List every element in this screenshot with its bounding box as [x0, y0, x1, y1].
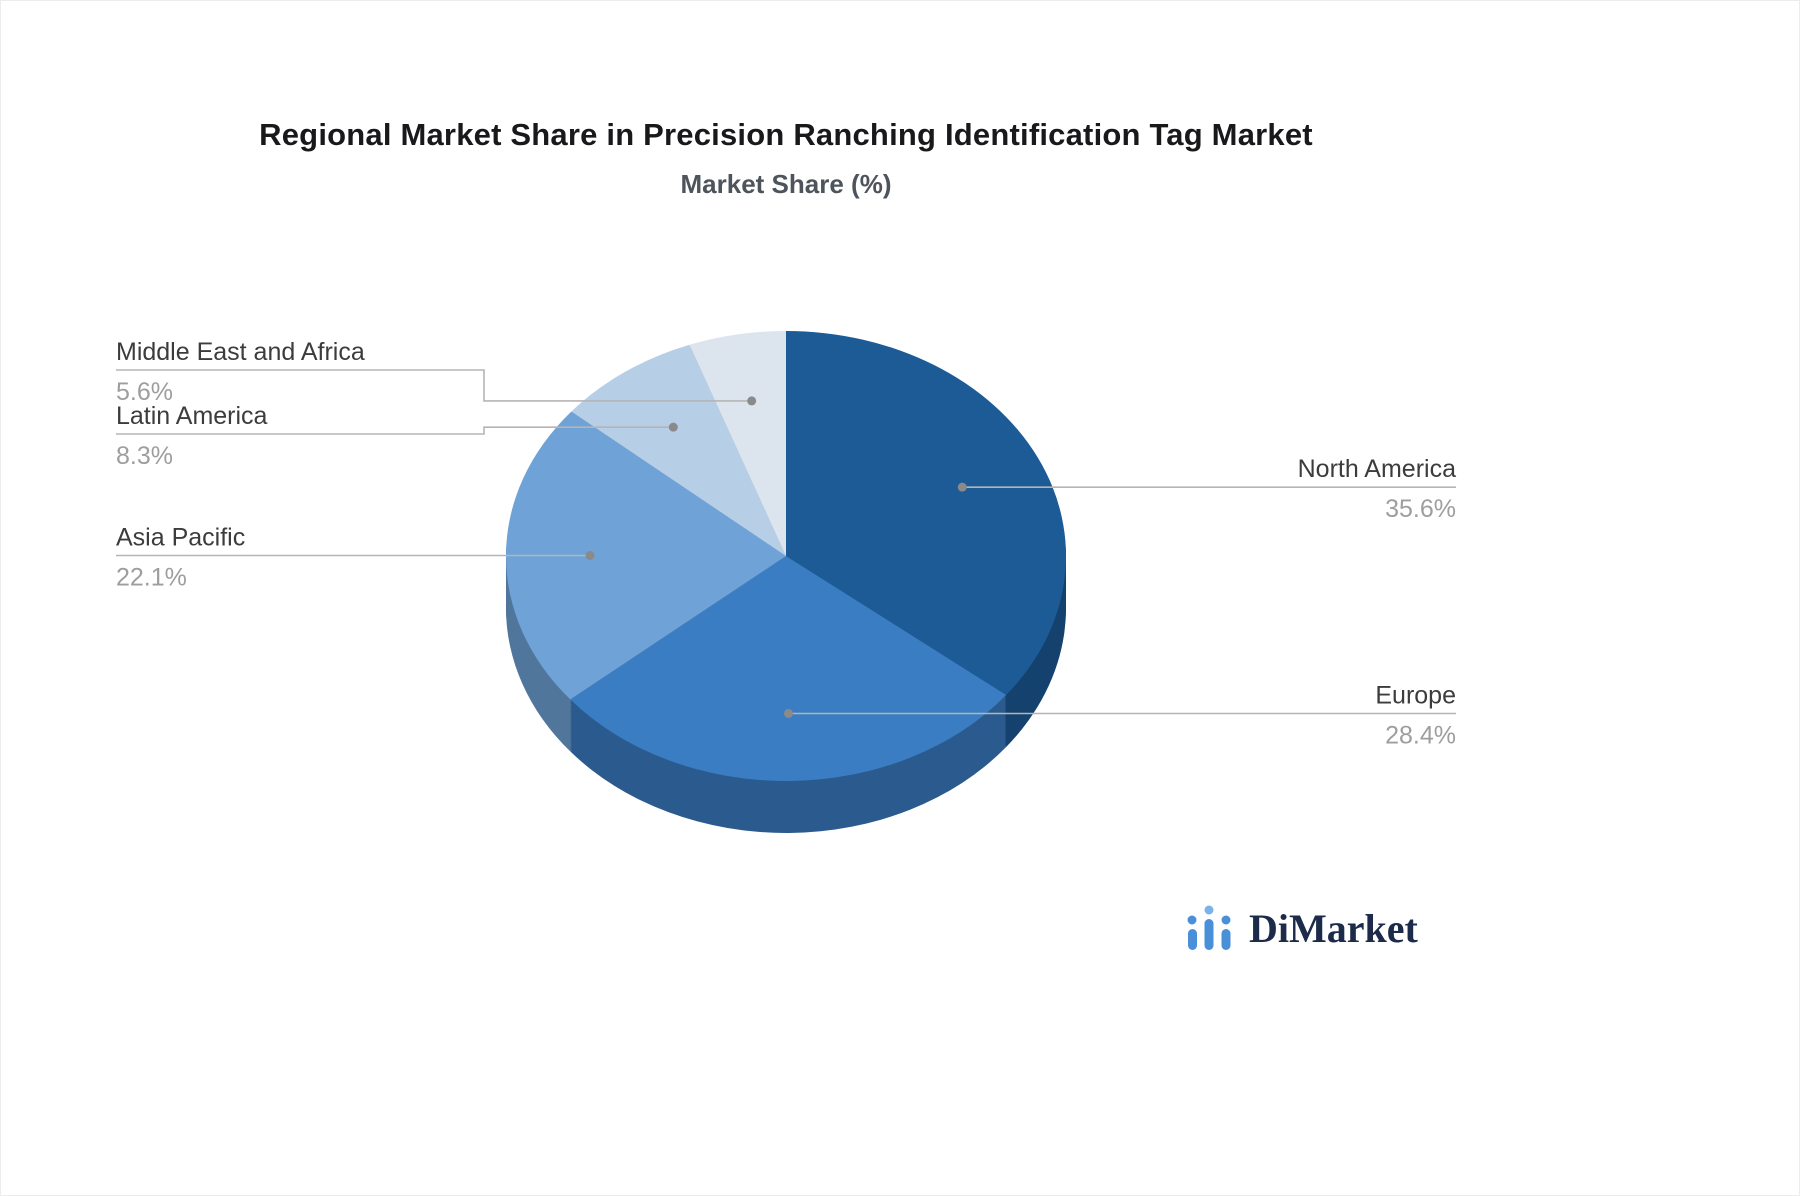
label-dot-europe — [783, 708, 793, 718]
slice-percent-asia-pacific: 22.1% — [116, 564, 187, 592]
slice-label-asia-pacific: Asia Pacific — [116, 524, 245, 552]
chart-title: Regional Market Share in Precision Ranch… — [259, 117, 1313, 152]
slice-label-europe: Europe — [1375, 681, 1456, 709]
dimarket-logo: DiMarket — [1184, 904, 1418, 954]
pie-slice-asia-pacific[interactable] — [505, 411, 786, 700]
leader-line-middle-east-and-africa — [116, 369, 752, 402]
slice-percent-north-america: 35.6% — [1385, 495, 1456, 523]
slice-percent-middle-east-and-africa: 5.6% — [116, 378, 173, 406]
label-dot-middle-east-and-africa — [747, 396, 757, 406]
slice-label-north-america: North America — [1298, 455, 1456, 483]
bar-chart-icon — [1187, 905, 1231, 950]
pie-slice-north-america[interactable] — [786, 331, 1067, 696]
label-dot-asia-pacific — [585, 551, 595, 561]
label-dot-north-america — [957, 482, 967, 492]
chart-subtitle: Market Share (%) — [680, 169, 892, 199]
label-dot-latin-america — [668, 422, 678, 432]
slice-label-latin-america: Latin America — [116, 402, 268, 430]
leader-line-latin-america — [116, 426, 674, 435]
slice-label-middle-east-and-africa: Middle East and Africa — [116, 338, 365, 366]
pie-slice-latin-america[interactable] — [571, 344, 786, 556]
dimarket-logo-text: DiMarket — [1249, 906, 1418, 951]
pie-slice-middle-east-and-africa[interactable] — [689, 331, 787, 556]
slice-percent-europe: 28.4% — [1385, 721, 1456, 749]
slice-percent-latin-america: 8.3% — [116, 442, 173, 470]
pie-slice-europe[interactable] — [570, 556, 1007, 781]
